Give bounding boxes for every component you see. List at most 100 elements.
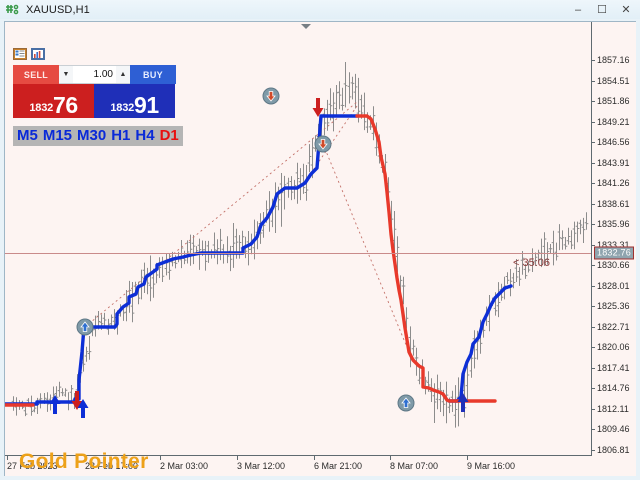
ohlc-bar xyxy=(520,251,525,275)
time-axis-tick-label: 27 Feb 2023 xyxy=(7,461,58,471)
ohlc-bar xyxy=(347,72,352,104)
price-axis-tick: 1814.76 xyxy=(592,383,630,393)
ohlc-bar xyxy=(203,240,208,271)
chart-plot-area[interactable]: < 35:06 xyxy=(5,22,591,455)
buy-arrow-icon xyxy=(49,395,61,414)
order-entry-row[interactable]: SELL ▼ 1.00 ▲ BUY xyxy=(13,65,176,84)
trend-line-series xyxy=(5,114,513,407)
timeframe-button-h4[interactable]: H4 xyxy=(135,127,155,144)
price-axis-tick: 1838.61 xyxy=(592,199,630,209)
ohlc-bar xyxy=(572,221,577,250)
ohlc-bar xyxy=(167,253,172,280)
market-watch-icon[interactable] xyxy=(13,48,27,60)
ohlc-bar xyxy=(279,173,284,227)
timeframe-button-h1[interactable]: H1 xyxy=(111,127,131,144)
buy-button[interactable]: BUY xyxy=(130,65,176,84)
lot-increase-button[interactable]: ▲ xyxy=(116,66,130,83)
ohlc-bar xyxy=(526,260,531,273)
time-axis-tick-label: 6 Mar 21:00 xyxy=(314,461,363,471)
ohlc-bar xyxy=(179,240,184,269)
time-axis-tick: 27 Feb 2023 xyxy=(7,456,58,471)
price-axis-tick-label: 1830.66 xyxy=(597,260,630,270)
ohlc-bar xyxy=(575,221,580,243)
ohlc-bar xyxy=(148,255,153,302)
ohlc-bar xyxy=(411,339,416,356)
ohlc-bar xyxy=(130,282,135,323)
price-axis-tick-label: 1841.26 xyxy=(597,178,630,188)
ohlc-bar xyxy=(569,230,574,250)
time-axis-tick-label: 9 Mar 16:00 xyxy=(467,461,516,471)
signal-markers xyxy=(49,87,469,418)
one-click-trading-panel[interactable]: SELL ▼ 1.00 ▲ BUY 1832 76 1832 91 xyxy=(13,48,176,118)
dotted-trend-guide xyxy=(322,143,410,353)
ohlc-bar xyxy=(560,230,565,250)
ohlc-bar xyxy=(542,232,547,266)
ohlc-bar xyxy=(160,256,165,282)
ohlc-bar xyxy=(465,361,470,400)
time-axis-tick: 6 Mar 21:00 xyxy=(314,456,363,471)
chart-frame[interactable]: < 35:06 1857.16 1854.51 1851.86 1849.21 1846… xyxy=(4,21,636,476)
bid-big-figure: 1832 xyxy=(29,102,54,114)
ohlc-bar xyxy=(23,406,28,417)
price-chart-svg xyxy=(5,62,589,428)
timeframe-button-m30[interactable]: M30 xyxy=(77,127,107,144)
ohlc-bar xyxy=(301,163,306,194)
time-axis-tick-label: 28 Feb 17:00 xyxy=(85,461,139,471)
ohlc-bar xyxy=(57,381,62,397)
ohlc-bar xyxy=(84,346,89,362)
title-bar: XAUUSD,H1 – ☐ ✕ xyxy=(0,0,640,19)
price-axis-tick-label: 1857.16 xyxy=(597,55,630,65)
timeframe-switcher[interactable]: M5 M15 M30 H1 H4 D1 xyxy=(13,126,183,146)
panel-icon-row xyxy=(13,48,176,62)
price-axis-tick-label: 1812.11 xyxy=(597,403,629,414)
sell-arrow-icon xyxy=(312,98,324,117)
bid-pips: 76 xyxy=(53,92,78,118)
price-axis-tick: 1812.11 xyxy=(592,404,629,414)
bid-price-box[interactable]: 1832 76 xyxy=(13,84,94,118)
ohlc-bar xyxy=(438,381,443,412)
price-axis-tick: 1835.96 xyxy=(592,219,630,229)
sell-circle-icon[interactable] xyxy=(314,135,332,153)
sell-circle-icon[interactable] xyxy=(262,87,280,105)
buy-circle-icon[interactable] xyxy=(76,318,94,336)
ask-price-box[interactable]: 1832 91 xyxy=(94,84,175,118)
time-axis[interactable]: 27 Feb 2023 28 Feb 17:00 2 Mar 03:00 3 Mar … xyxy=(5,456,592,476)
time-axis-tick-label: 2 Mar 03:00 xyxy=(160,461,209,471)
timeframe-button-m5[interactable]: M5 xyxy=(17,127,38,144)
ohlc-bar xyxy=(554,242,559,261)
price-axis-tick: 1809.46 xyxy=(592,424,630,434)
price-axis-tick: 1854.51 xyxy=(592,76,630,86)
price-axis-tick-label: 1809.46 xyxy=(597,424,630,434)
price-axis-tick: 1822.71 xyxy=(592,322,630,332)
ohlc-bar xyxy=(261,212,266,238)
ohlc-bar xyxy=(225,236,230,264)
ohlc-bar xyxy=(228,245,233,272)
maximize-button[interactable]: ☐ xyxy=(597,4,607,16)
ohlc-bar xyxy=(505,272,510,285)
price-axis-tick-label: 1849.21 xyxy=(597,116,630,127)
ohlc-bar xyxy=(337,81,342,110)
sell-button[interactable]: SELL xyxy=(13,65,59,84)
lot-size-stepper[interactable]: ▼ 1.00 ▲ xyxy=(59,65,130,84)
time-axis-tick: 8 Mar 07:00 xyxy=(390,456,438,471)
timeframe-button-m15[interactable]: M15 xyxy=(42,127,73,144)
timeframe-button-d1[interactable]: D1 xyxy=(159,127,179,144)
lot-size-input[interactable]: 1.00 xyxy=(93,69,113,80)
price-axis-tick-label: 1828.01 xyxy=(597,280,630,291)
buy-circle-icon[interactable] xyxy=(397,394,415,412)
lot-decrease-button[interactable]: ▼ xyxy=(59,66,73,83)
price-axis-tick-label: 1817.41 xyxy=(597,362,630,373)
current-price-line xyxy=(5,253,591,254)
ohlc-bar xyxy=(472,330,477,369)
close-button[interactable]: ✕ xyxy=(621,4,631,16)
price-axis-tick-label: 1835.96 xyxy=(597,219,630,229)
chart-symbol-icon xyxy=(5,3,21,17)
time-axis-tick-label: 3 Mar 12:00 xyxy=(237,461,286,471)
chart-window-icon[interactable] xyxy=(31,48,45,60)
ohlc-bar xyxy=(581,217,586,243)
ohlc-bar xyxy=(218,228,223,261)
price-axis[interactable]: 1857.16 1854.51 1851.86 1849.21 1846.56 1843.… xyxy=(592,22,636,456)
minimize-button[interactable]: – xyxy=(574,3,582,16)
ohlc-bar xyxy=(340,87,345,111)
